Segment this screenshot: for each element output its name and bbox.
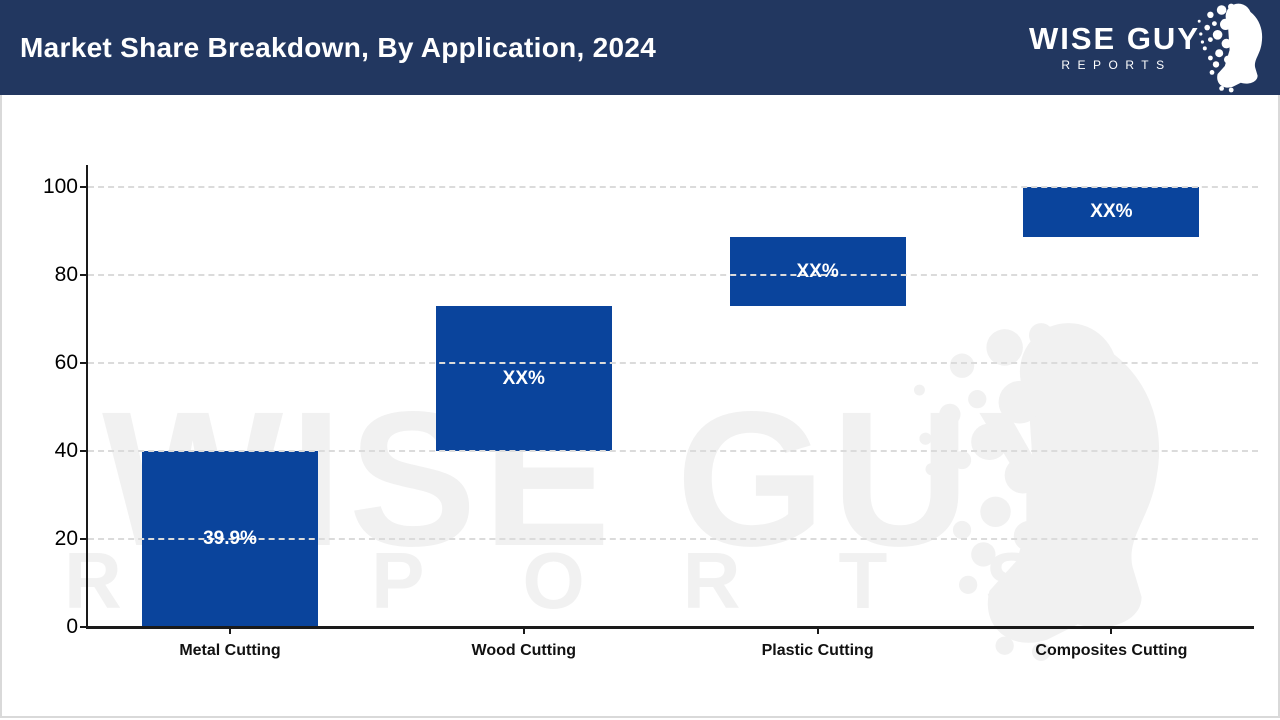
logo-subtitle: REPORTS xyxy=(1061,58,1172,72)
watermark-face-icon xyxy=(913,323,1160,661)
logo-text: WISE GUY REPORTS xyxy=(1029,23,1200,72)
chart-panel: WISE GUY REPORTS xyxy=(0,95,1280,718)
header: Market Share Breakdown, By Application, … xyxy=(0,0,1280,95)
logo-wordmark: WISE GUY xyxy=(1028,21,1200,56)
brand-logo: WISE GUY REPORTS xyxy=(1029,0,1270,95)
chart-title: Market Share Breakdown, By Application, … xyxy=(20,31,657,63)
